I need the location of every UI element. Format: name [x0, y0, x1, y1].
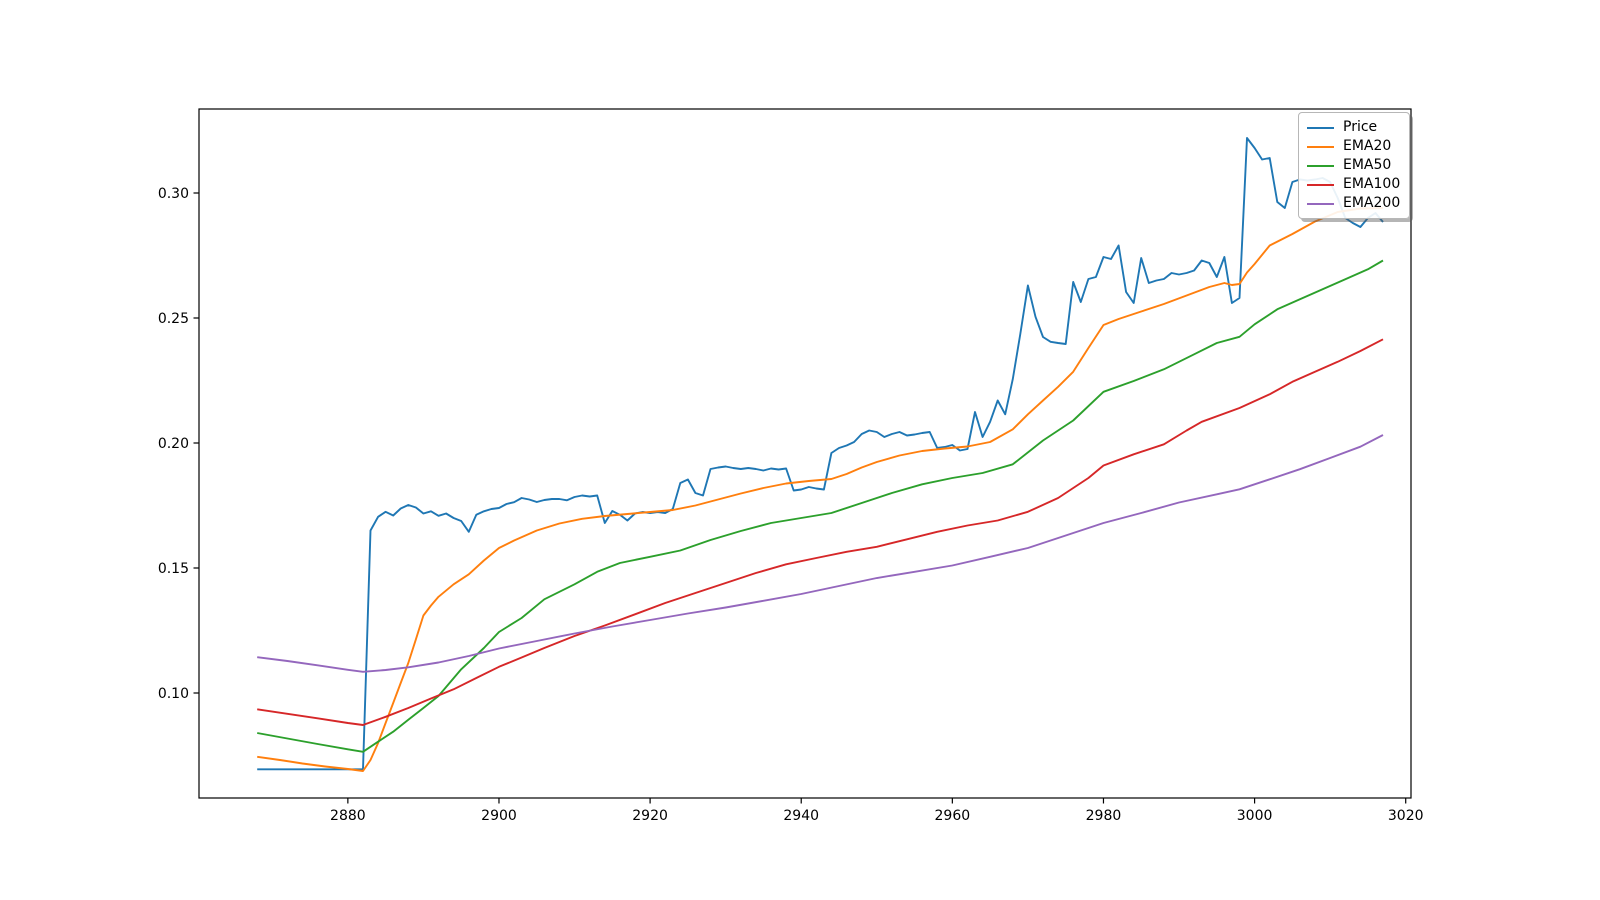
legend-line-swatch [1307, 164, 1334, 167]
legend-item-ema50: EMA50 [1307, 156, 1401, 175]
legend: Price EMA20 EMA50 EMA100 EMA200 [1298, 112, 1410, 219]
legend-line-swatch [1307, 126, 1334, 129]
legend-line-swatch [1307, 202, 1334, 205]
legend-label: Price [1343, 119, 1378, 135]
series-line-ema200 [257, 434, 1384, 673]
legend-label: EMA50 [1343, 157, 1392, 173]
x-axis-tick-label: 2980 [1086, 808, 1122, 824]
y-axis-tick-label: 0.15 [158, 561, 189, 577]
y-axis-tick-label: 0.25 [158, 311, 189, 327]
series-line-ema20 [257, 207, 1384, 772]
x-axis-tick-label: 3020 [1388, 808, 1424, 824]
legend-label: EMA100 [1343, 176, 1401, 192]
y-axis-tick-label: 0.10 [158, 686, 189, 702]
y-axis-tick-label: 0.30 [158, 186, 189, 202]
legend-item-ema20: EMA20 [1307, 137, 1401, 156]
plot-border [198, 108, 1412, 799]
legend-label: EMA20 [1343, 138, 1392, 154]
x-axis-tick-label: 2900 [481, 808, 517, 824]
legend-item-ema200: EMA200 [1307, 194, 1401, 213]
legend-item-ema100: EMA100 [1307, 175, 1401, 194]
x-axis-tick-label: 2940 [783, 808, 819, 824]
legend-line-swatch [1307, 145, 1334, 148]
series-line-ema50 [257, 259, 1384, 753]
y-axis-tick-label: 0.20 [158, 436, 189, 452]
x-axis-tick-label: 2960 [935, 808, 971, 824]
legend-item-price: Price [1307, 118, 1401, 137]
series-line-price [257, 137, 1384, 771]
x-axis-tick-label: 2920 [632, 808, 668, 824]
series-line-ema100 [257, 338, 1384, 726]
legend-label: EMA200 [1343, 195, 1401, 211]
legend-line-swatch [1307, 183, 1334, 186]
x-axis-tick-label: 3000 [1237, 808, 1273, 824]
x-axis-tick-label: 2880 [330, 808, 366, 824]
